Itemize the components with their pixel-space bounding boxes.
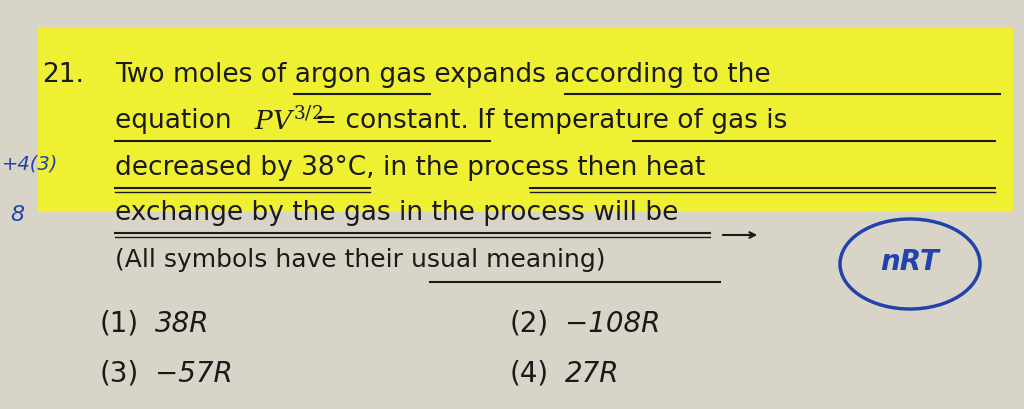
FancyBboxPatch shape bbox=[38, 28, 1013, 213]
Text: 21.: 21. bbox=[42, 62, 84, 88]
Text: = constant. If temperature of gas is: = constant. If temperature of gas is bbox=[315, 108, 787, 134]
Text: (1): (1) bbox=[100, 309, 139, 337]
Text: 8: 8 bbox=[10, 204, 25, 225]
Text: (All symbols have their usual meaning): (All symbols have their usual meaning) bbox=[115, 247, 605, 271]
Text: Two moles of argon gas expands according to the: Two moles of argon gas expands according… bbox=[115, 62, 771, 88]
Text: 27R: 27R bbox=[565, 359, 620, 387]
Text: −108R: −108R bbox=[565, 309, 660, 337]
Text: +4(3): +4(3) bbox=[2, 155, 58, 173]
Text: 38R: 38R bbox=[155, 309, 210, 337]
Text: (4): (4) bbox=[510, 359, 549, 387]
Text: nRT: nRT bbox=[881, 247, 939, 275]
Text: −57R: −57R bbox=[155, 359, 232, 387]
Text: (2): (2) bbox=[510, 309, 549, 337]
Text: equation: equation bbox=[115, 108, 240, 134]
Text: exchange by the gas in the process will be: exchange by the gas in the process will … bbox=[115, 200, 678, 225]
Text: (3): (3) bbox=[100, 359, 139, 387]
Text: $PV^{3/2}$: $PV^{3/2}$ bbox=[254, 108, 323, 136]
Text: decreased by 38°C, in the process then heat: decreased by 38°C, in the process then h… bbox=[115, 155, 706, 180]
